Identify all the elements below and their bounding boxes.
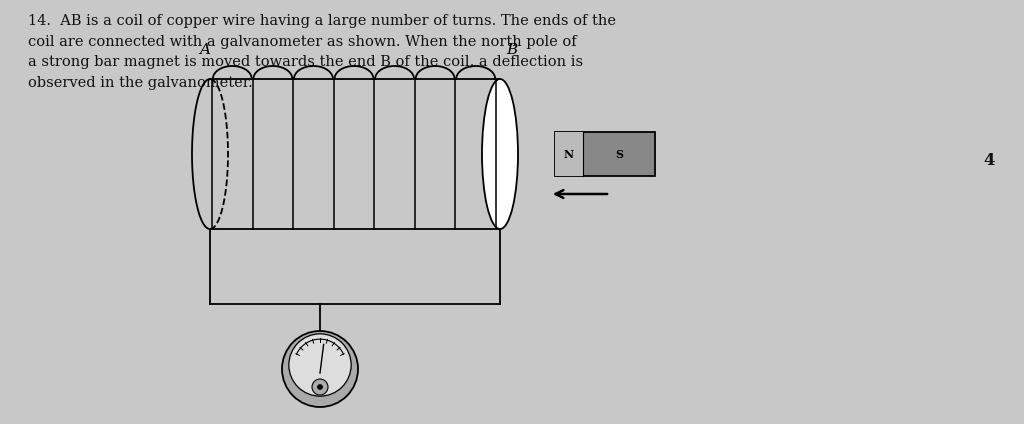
Text: 4: 4 (983, 152, 995, 169)
Text: N: N (564, 148, 574, 159)
Text: 14.  AB is a coil of copper wire having a large number of turns. The ends of the: 14. AB is a coil of copper wire having a… (28, 14, 616, 90)
Bar (555, 132, 655, 176)
Bar (555, 132, 583, 176)
Circle shape (312, 379, 328, 395)
Circle shape (282, 331, 358, 407)
Text: B: B (507, 43, 517, 57)
Text: A: A (200, 43, 211, 57)
Ellipse shape (482, 79, 518, 229)
Text: S: S (615, 148, 623, 159)
Circle shape (317, 385, 323, 390)
Circle shape (289, 334, 351, 396)
